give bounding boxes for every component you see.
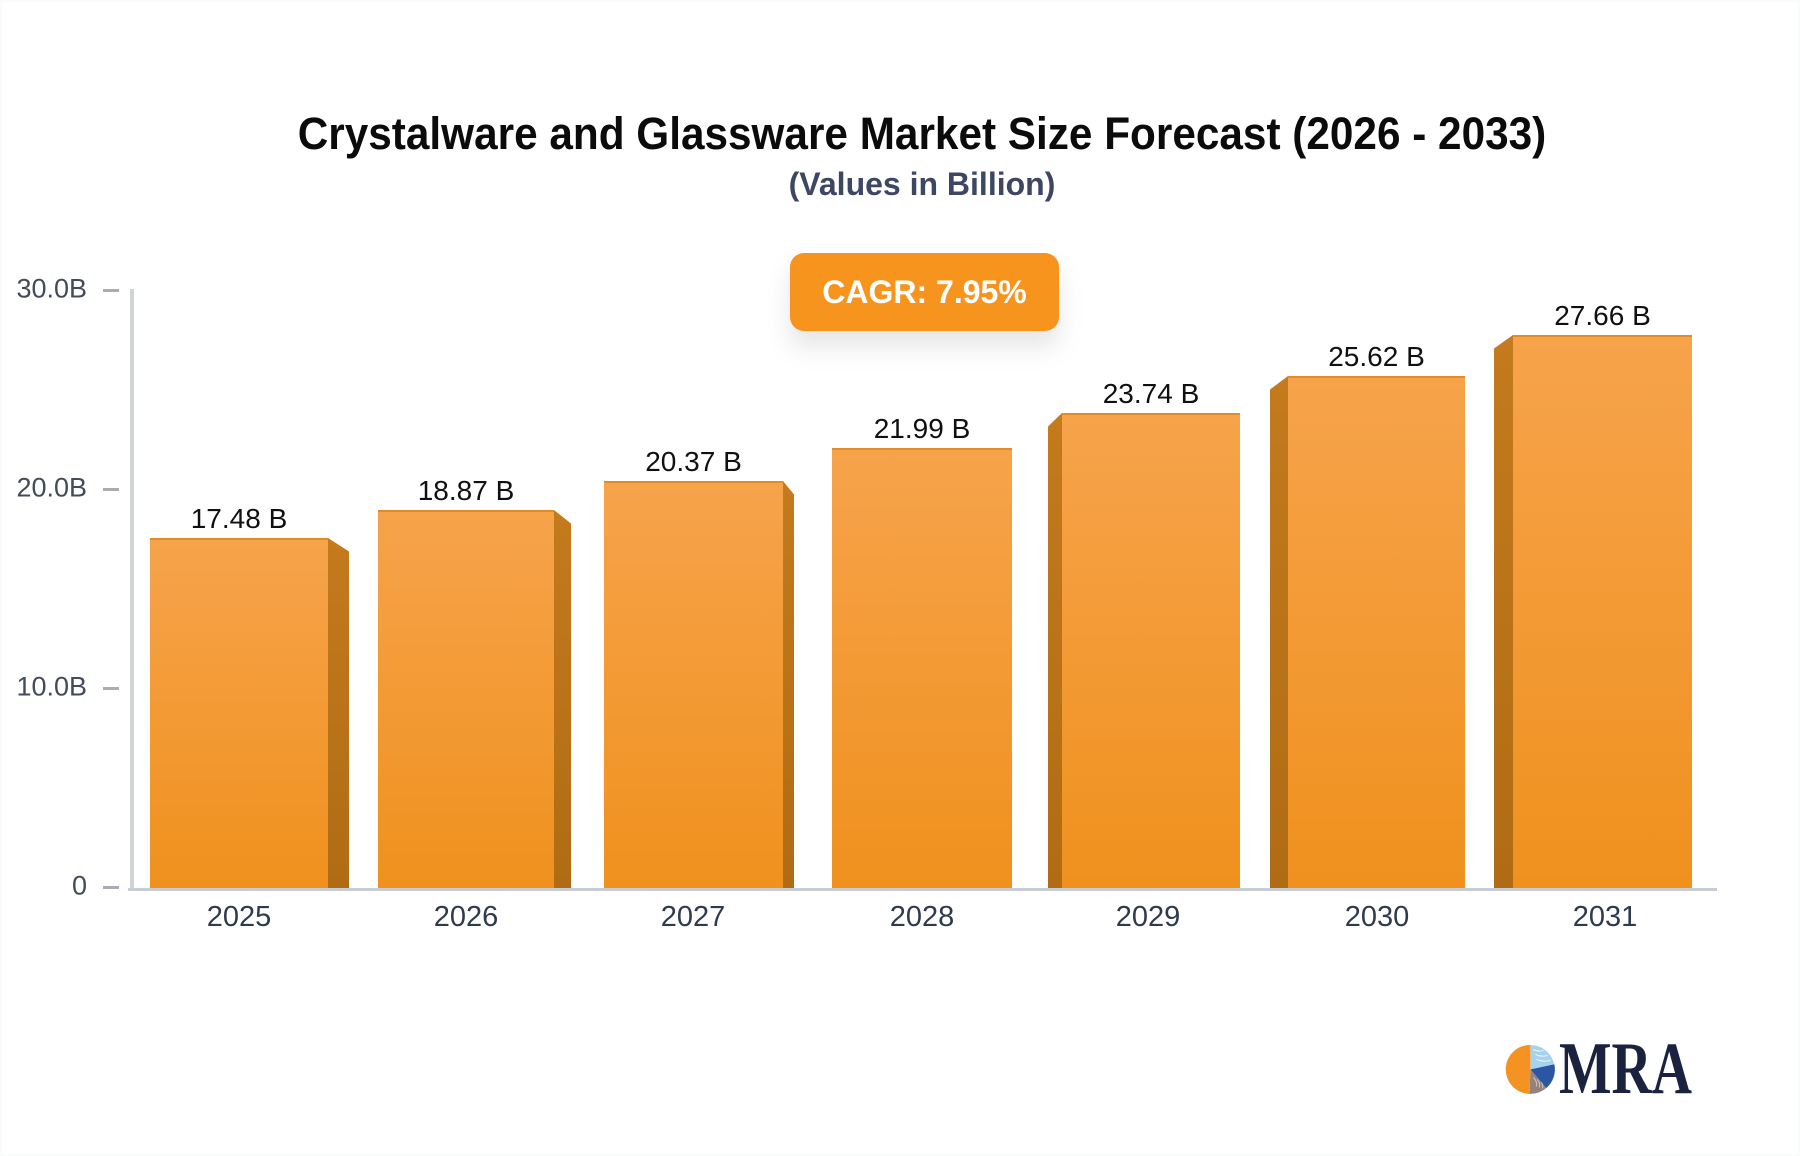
svg-text:MRA: MRA bbox=[1559, 1028, 1692, 1110]
